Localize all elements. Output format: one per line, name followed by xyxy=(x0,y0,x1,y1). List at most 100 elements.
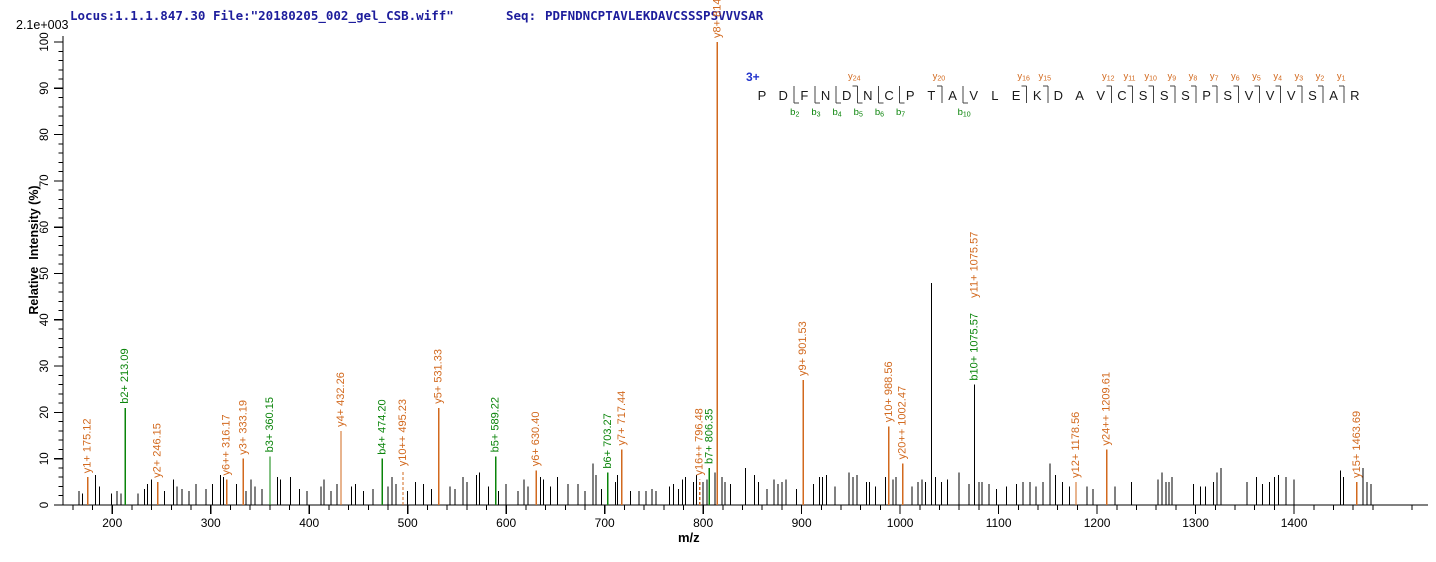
residue-letter: A xyxy=(1075,88,1084,103)
y-tick-label: 100 xyxy=(39,32,51,51)
y-ion-ladder-label: y12 xyxy=(1102,71,1115,83)
b-ion-ladder-label: b4 xyxy=(832,107,841,119)
seq-label: Seq: xyxy=(506,8,537,23)
y-ion-ladder-label: y6 xyxy=(1231,71,1240,83)
peak-label: y1+ 175.12 xyxy=(82,418,94,473)
residue-letter: V xyxy=(1096,88,1105,103)
residue-letter: V xyxy=(1266,88,1275,103)
b-ion-ladder-label: b7 xyxy=(896,107,905,119)
residue-letter: S xyxy=(1139,88,1148,103)
residue-letter: N xyxy=(863,88,872,103)
b-ion-ladder-label: b6 xyxy=(875,107,884,119)
x-tick-label: 200 xyxy=(102,516,122,530)
peak-label: b4+ 474.20 xyxy=(376,399,388,454)
intensity-scale-label: 2.1e+003 xyxy=(16,18,69,32)
peak-label: y15+ 1463.69 xyxy=(1351,411,1363,478)
y-tick-label: 90 xyxy=(39,82,51,95)
y-ion-ladder-label: y24 xyxy=(848,71,861,83)
x-tick-label: 1100 xyxy=(986,516,1012,530)
x-axis-title: m/z xyxy=(678,530,700,545)
peak-label: y4+ 432.26 xyxy=(335,372,347,427)
y-tick-label: 20 xyxy=(39,406,51,419)
y-tick-label: 60 xyxy=(39,221,51,234)
residue-letter: S xyxy=(1160,88,1169,103)
y-ion-ladder-label: y2 xyxy=(1316,71,1325,83)
residue-letter: S xyxy=(1181,88,1190,103)
x-tick-label: 1000 xyxy=(887,516,914,530)
residue-letter: S xyxy=(1308,88,1317,103)
residue-letter: D xyxy=(1054,88,1063,103)
y-ion-ladder-label: y7 xyxy=(1210,71,1219,83)
residue-letter: A xyxy=(948,88,957,103)
peak-label: y5+ 531.33 xyxy=(433,349,445,404)
y-tick-label: 80 xyxy=(39,128,51,141)
peak-label: b10+ 1075.57 xyxy=(969,313,981,381)
b-ion-ladder-label: b2 xyxy=(790,107,799,119)
noise-peaks xyxy=(78,282,1372,505)
residue-letter: R xyxy=(1350,88,1359,103)
x-tick-label: 1400 xyxy=(1281,516,1308,530)
residue-letter: V xyxy=(969,88,978,103)
residue-letter: K xyxy=(1033,88,1042,103)
residue-letter: P xyxy=(906,88,915,103)
peak-label: y6+ 630.40 xyxy=(530,412,542,467)
x-tick-label: 1200 xyxy=(1084,516,1111,530)
residue-letter: P xyxy=(758,88,767,103)
x-tick-label: 500 xyxy=(398,516,418,530)
peak-label: y2+ 246.15 xyxy=(152,423,164,478)
x-tick-label: 400 xyxy=(299,516,319,530)
y-tick-label: 30 xyxy=(39,360,51,373)
seq-value: PDFNDNCPTAVLEKDAVCSSSPSVVVSAR xyxy=(545,8,764,23)
residue-letter: L xyxy=(991,88,998,103)
x-tick-label: 600 xyxy=(496,516,516,530)
residue-letter: A xyxy=(1329,88,1338,103)
residue-letter: C xyxy=(1117,88,1126,103)
peak-label: b5+ 589.22 xyxy=(490,397,502,452)
residue-letter: E xyxy=(1012,88,1021,103)
x-tick-label: 800 xyxy=(693,516,713,530)
residue-letter: V xyxy=(1245,88,1254,103)
residue-letter: D xyxy=(842,88,851,103)
peak-label: y24++ 1209.61 xyxy=(1101,372,1113,445)
peak-label: y10+ 988.56 xyxy=(883,361,895,422)
y-ion-ladder-label: y3 xyxy=(1295,71,1304,83)
y-ion-ladder-label: y11 xyxy=(1123,71,1135,83)
peak-label: y7+ 717.44 xyxy=(616,391,628,446)
precursor-charge-label: 3+ xyxy=(746,70,760,84)
b-ion-ladder-label: b3 xyxy=(811,107,820,119)
residue-letter: P xyxy=(1202,88,1211,103)
y-ion-ladder-label: y15 xyxy=(1039,71,1052,83)
y-ion-ladder-label: y5 xyxy=(1252,71,1261,83)
y-tick-label: 50 xyxy=(39,267,51,280)
y-ion-ladder-label: y4 xyxy=(1273,71,1282,83)
x-tick-label: 700 xyxy=(595,516,615,530)
peak-label: y12+ 1178.56 xyxy=(1070,412,1082,478)
peak-label: b7+ 806.35 xyxy=(703,409,715,464)
y-ion-ladder-label: y10 xyxy=(1144,71,1157,83)
y-tick-label: 10 xyxy=(39,452,51,465)
x-tick-label: 1300 xyxy=(1182,516,1209,530)
peak-label: y10++ 495.23 xyxy=(397,399,409,466)
y-tick-label: 0 xyxy=(39,502,51,508)
y-ion-ladder-label: y8 xyxy=(1189,71,1198,83)
annotated-peaks: y1+ 175.12 b2+ 213.09 y2+ 246.15 y6++ 316.1… xyxy=(82,0,1363,505)
peak-label: y3+ 333.19 xyxy=(237,400,249,455)
residue-letter: S xyxy=(1223,88,1232,103)
y-ion-ladder-label: y20 xyxy=(933,71,946,83)
x-tick-label: 300 xyxy=(201,516,221,530)
peak-label: y20++ 1002.47 xyxy=(897,386,909,459)
residue-letter: T xyxy=(927,88,935,103)
b-ion-ladder-label: b10 xyxy=(958,107,971,119)
y-tick-label: 40 xyxy=(39,313,51,326)
peak-label: y8+ 814.48 xyxy=(711,0,723,38)
residue-letter: C xyxy=(884,88,893,103)
locus-file-label: Locus:1.1.1.847.30 File:"20180205_002_ge… xyxy=(70,8,454,23)
peak-label: b6+ 703.27 xyxy=(602,413,614,468)
peak-label: y6++ 316.17 xyxy=(221,414,233,475)
peak-label: y9+ 901.53 xyxy=(797,321,809,376)
y-tick-label: 70 xyxy=(39,175,51,188)
residue-letter: D xyxy=(778,88,787,103)
